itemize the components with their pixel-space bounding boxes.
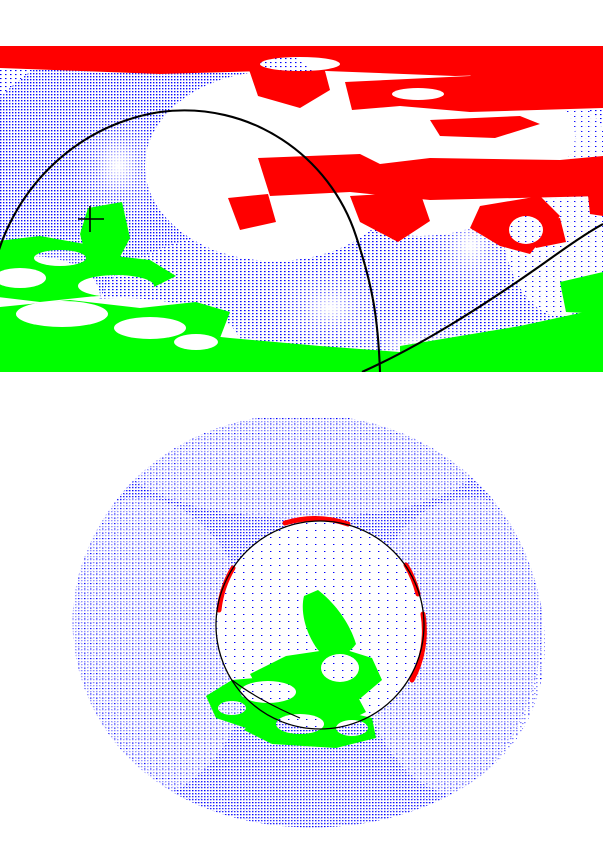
panel-bottom-annular-portrait	[0, 418, 603, 836]
panel-bottom-graphics	[0, 418, 603, 836]
separatrix-curve-left	[0, 109, 382, 372]
separatrix-inner-circle	[215, 520, 425, 730]
panel-top-phase-plane	[0, 46, 603, 372]
capture-basin-green-top	[0, 46, 603, 372]
separatrix-tail-bottom	[231, 679, 301, 719]
capture-basin-green-bottom	[0, 418, 603, 836]
separatrix-curve-right	[361, 223, 603, 372]
cross-marker-top	[78, 206, 104, 232]
panel-top-graphics	[0, 46, 603, 372]
